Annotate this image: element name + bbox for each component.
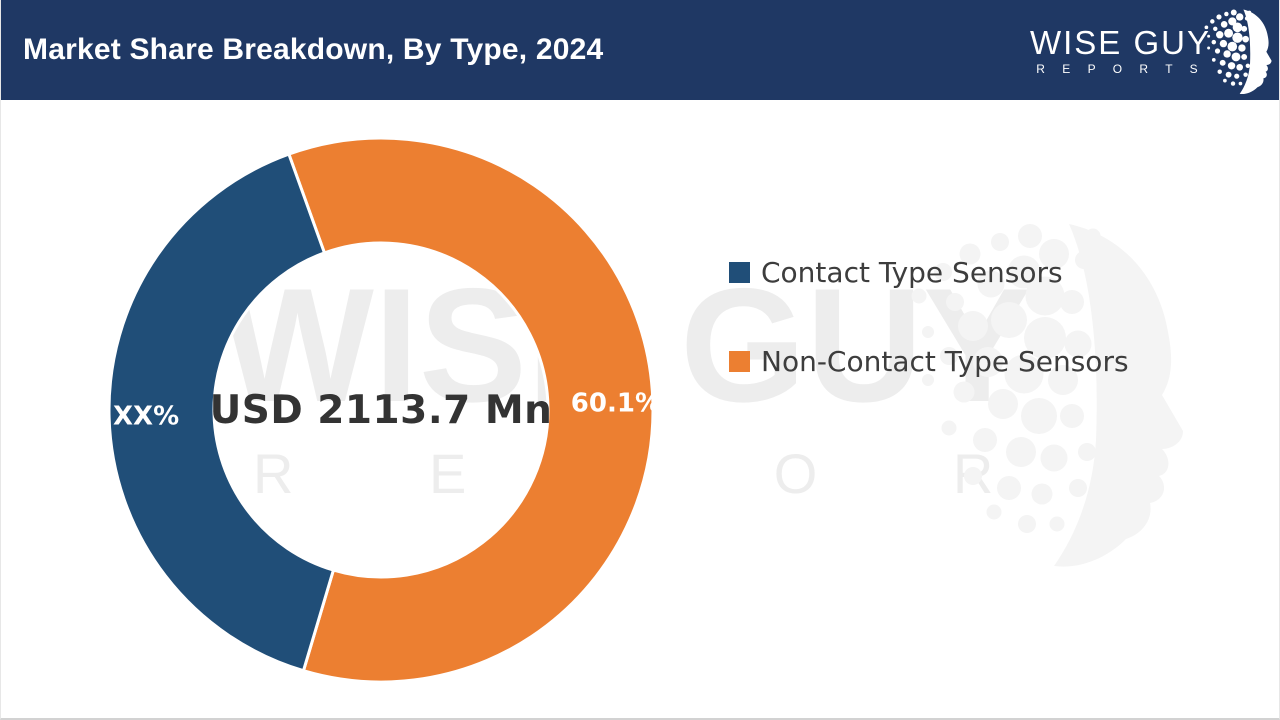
legend-label: Contact Type Sensors: [761, 255, 1063, 289]
donut-slice-non-contact-type-sensors: [287, 136, 655, 684]
logo-subtext: R E P O R T S: [1036, 62, 1205, 77]
dotted-head-icon: [1204, 9, 1272, 95]
chart-center-value: USD 2113.7 Mn: [209, 388, 553, 433]
donut-chart: 60.1% XX%: [107, 136, 658, 684]
legend-swatch-orange: [729, 350, 750, 372]
legend-item-contact-type-sensors: Contact Type Sensors: [729, 255, 1129, 289]
donut-slice-contact-type-sensors: [107, 152, 335, 673]
wise-guy-logo: WISE GUY R E P O R T S: [1030, 5, 1273, 97]
page-title: Market Share Breakdown, By Type, 2024: [23, 33, 604, 66]
slice-label: 60.1%: [571, 388, 658, 418]
header-bar: Market Share Breakdown, By Type, 2024 WI…: [1, 0, 1279, 100]
logo-wordmark: WISE GUY: [1029, 23, 1211, 61]
logo-text: WISE GUY R E P O R T S: [1029, 23, 1211, 77]
legend-label: Non-Contact Type Sensors: [761, 344, 1129, 378]
legend: Contact Type Sensors Non-Contact Type Se…: [729, 255, 1129, 378]
legend-item-non-contact-type-sensors: Non-Contact Type Sensors: [729, 344, 1129, 378]
slice-label: XX%: [113, 402, 179, 432]
legend-swatch-blue: [729, 261, 750, 283]
